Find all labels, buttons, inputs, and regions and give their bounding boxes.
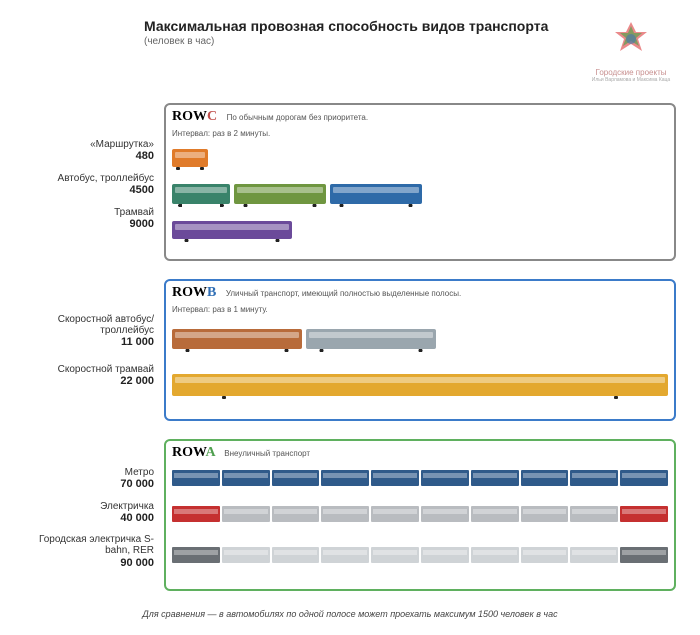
lrt-icon xyxy=(172,374,668,396)
train-car xyxy=(521,470,569,486)
train-car xyxy=(272,547,320,563)
train-car xyxy=(371,470,419,486)
row-tag-c: ROWC По обычным дорогам без приоритета. … xyxy=(172,109,668,141)
artic-bus-icon xyxy=(234,184,326,204)
label-lrt: Скоростной трамвай 22 000 xyxy=(24,353,164,397)
label-bus-trolley: Автобус, троллейбус 4500 xyxy=(24,167,164,201)
minibus-icon xyxy=(172,149,208,167)
desc-b: Уличный транспорт, имеющий полностью выд… xyxy=(172,289,461,314)
label-elektrichka: Электричка 40 000 xyxy=(24,495,164,529)
group-c: «Маршрутка» 480 Автобус, троллейбус 4500… xyxy=(24,103,676,261)
train-car xyxy=(471,470,519,486)
desc-a: Внеуличный транспорт xyxy=(224,449,310,458)
page-title: Максимальная провозная способность видов… xyxy=(144,18,586,34)
trolleybus-icon xyxy=(330,184,422,204)
label-tram: Трамвай 9000 xyxy=(24,201,164,235)
brt-trolley-icon xyxy=(306,329,436,349)
train-car xyxy=(272,506,320,522)
train-car xyxy=(321,547,369,563)
row-bus-trolley xyxy=(172,179,668,209)
label-sbahn: Городская электричка S-bahn, RER 90 000 xyxy=(24,529,164,573)
group-b: Скоростной автобус/троллейбус 11 000 Ско… xyxy=(24,279,676,421)
logo-icon xyxy=(610,18,652,60)
group-b-body: ROWB Уличный транспорт, имеющий полность… xyxy=(164,279,676,421)
train-car xyxy=(421,506,469,522)
train-car xyxy=(570,547,618,563)
brt-bus-icon xyxy=(172,329,302,349)
row-lrt xyxy=(172,365,668,405)
train-sbahn xyxy=(172,547,668,563)
logo-block: Городские проекты Ильи Варламова и Макси… xyxy=(586,18,676,83)
bus-icon xyxy=(172,184,230,204)
label-metro: Метро 70 000 xyxy=(24,461,164,495)
row-metro xyxy=(172,463,668,493)
train-car xyxy=(172,547,220,563)
vehicles-marshrutka xyxy=(172,149,208,167)
row-brt xyxy=(172,319,668,359)
train-car xyxy=(521,506,569,522)
title-block: Максимальная провозная способность видов… xyxy=(144,18,586,47)
vehicles-lrt xyxy=(172,374,668,396)
vehicles-bus-trolley xyxy=(172,184,422,204)
header: Максимальная провозная способность видов… xyxy=(144,18,676,83)
group-a-body: ROWA Внеуличный транспорт xyxy=(164,439,676,591)
page-subtitle: (человек в час) xyxy=(144,36,586,47)
train-car xyxy=(620,470,668,486)
group-c-body: ROWC По обычным дорогам без приоритета. … xyxy=(164,103,676,261)
train-car xyxy=(521,547,569,563)
group-b-labels: Скоростной автобус/троллейбус 11 000 Ско… xyxy=(24,279,164,421)
train-car xyxy=(371,506,419,522)
group-a-labels: Метро 70 000 Электричка 40 000 Городская… xyxy=(24,439,164,591)
train-car xyxy=(620,506,668,522)
train-elektrichka xyxy=(172,506,668,522)
train-car xyxy=(471,547,519,563)
train-metro xyxy=(172,470,668,486)
group-a: Метро 70 000 Электричка 40 000 Городская… xyxy=(24,439,676,591)
train-car xyxy=(321,506,369,522)
tram-icon xyxy=(172,221,292,239)
row-tag-a: ROWA Внеуличный транспорт xyxy=(172,445,668,461)
train-car xyxy=(172,506,220,522)
label-brt: Скоростной автобус/троллейбус 11 000 xyxy=(24,309,164,353)
label-marshrutka: «Маршрутка» 480 xyxy=(24,133,164,167)
train-car xyxy=(222,470,270,486)
footnote: Для сравнения — в автомобилях по одной п… xyxy=(24,609,676,619)
row-tram xyxy=(172,215,668,245)
train-car xyxy=(570,506,618,522)
group-c-labels: «Маршрутка» 480 Автобус, троллейбус 4500… xyxy=(24,103,164,261)
train-car xyxy=(570,470,618,486)
train-car xyxy=(421,547,469,563)
train-car xyxy=(471,506,519,522)
train-car xyxy=(272,470,320,486)
train-car xyxy=(172,470,220,486)
logo-tagline: Ильи Варламова и Максима Каца xyxy=(586,77,676,83)
train-car xyxy=(371,547,419,563)
vehicles-brt xyxy=(172,329,436,349)
row-elektrichka xyxy=(172,499,668,529)
vehicles-tram xyxy=(172,221,292,239)
row-sbahn xyxy=(172,535,668,575)
row-marshrutka xyxy=(172,143,668,173)
row-tag-b: ROWB Уличный транспорт, имеющий полность… xyxy=(172,285,668,317)
train-car xyxy=(620,547,668,563)
train-car xyxy=(222,506,270,522)
train-car xyxy=(222,547,270,563)
train-car xyxy=(321,470,369,486)
logo-name: Городские проекты xyxy=(586,68,676,77)
train-car xyxy=(421,470,469,486)
